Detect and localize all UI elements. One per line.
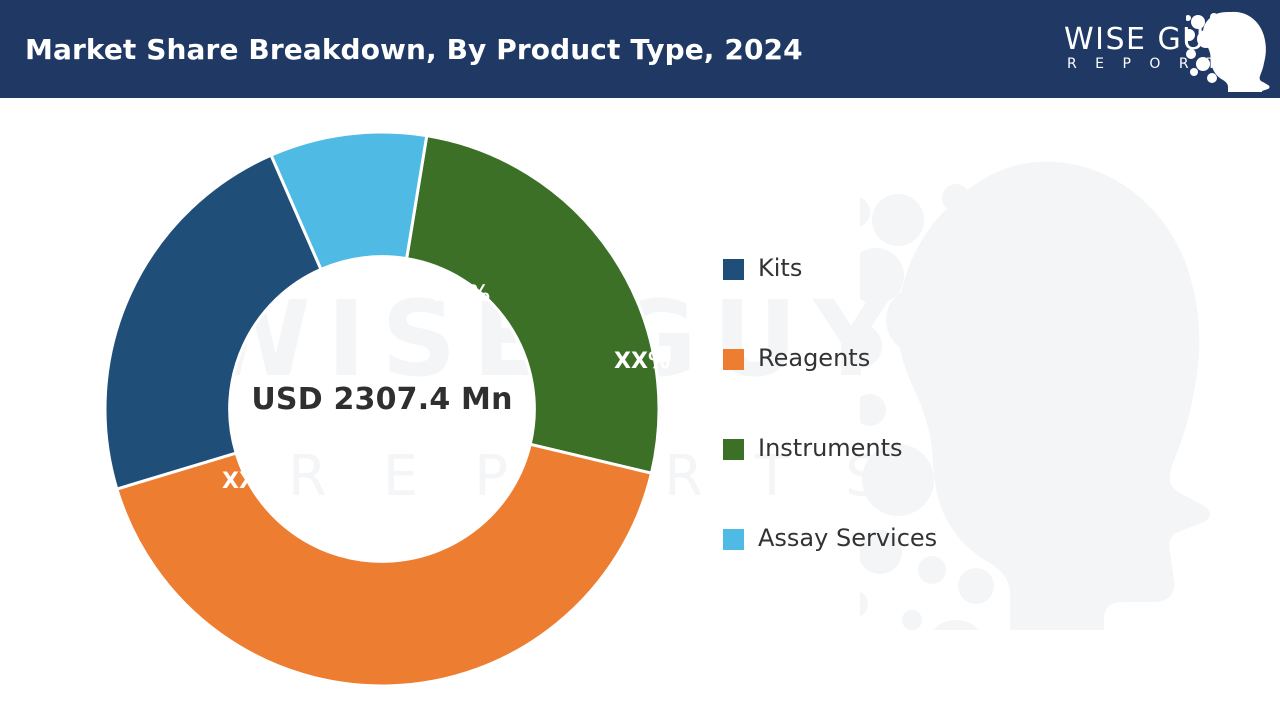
legend-item-kits[interactable]: Kits xyxy=(723,248,1063,338)
legend-label-reagents: Reagents xyxy=(758,344,871,372)
page-header: Market Share Breakdown, By Product Type,… xyxy=(0,0,1280,98)
head-dots-logo-icon xyxy=(1183,8,1272,92)
page-title: Market Share Breakdown, By Product Type,… xyxy=(25,33,803,66)
legend-label-assay-services: Assay Services xyxy=(758,524,938,552)
donut-slice-assay-services[interactable] xyxy=(269,130,429,272)
legend-item-reagents[interactable]: Reagents xyxy=(723,338,1063,428)
legend-swatch-reagents xyxy=(723,349,744,370)
legend-swatch-instruments xyxy=(723,439,744,460)
chart-legend: Kits Reagents Instruments Assay Services xyxy=(723,248,1063,608)
legend-item-assay-services[interactable]: Assay Services xyxy=(723,518,1063,608)
legend-label-instruments: Instruments xyxy=(758,434,903,462)
legend-swatch-assay-services xyxy=(723,529,744,550)
legend-label-kits: Kits xyxy=(758,254,803,282)
legend-swatch-kits xyxy=(723,259,744,280)
donut-slice-instruments[interactable] xyxy=(404,133,661,476)
legend-item-instruments[interactable]: Instruments xyxy=(723,428,1063,518)
donut-chart: XX% XX% XX% 41.6% USD 2307.4 Mn xyxy=(100,127,670,720)
donut-slice-kits[interactable] xyxy=(103,153,323,491)
donut-slice-reagents[interactable] xyxy=(114,442,654,688)
brand-logo: WISE GUY R E P O R T S xyxy=(1060,6,1272,92)
